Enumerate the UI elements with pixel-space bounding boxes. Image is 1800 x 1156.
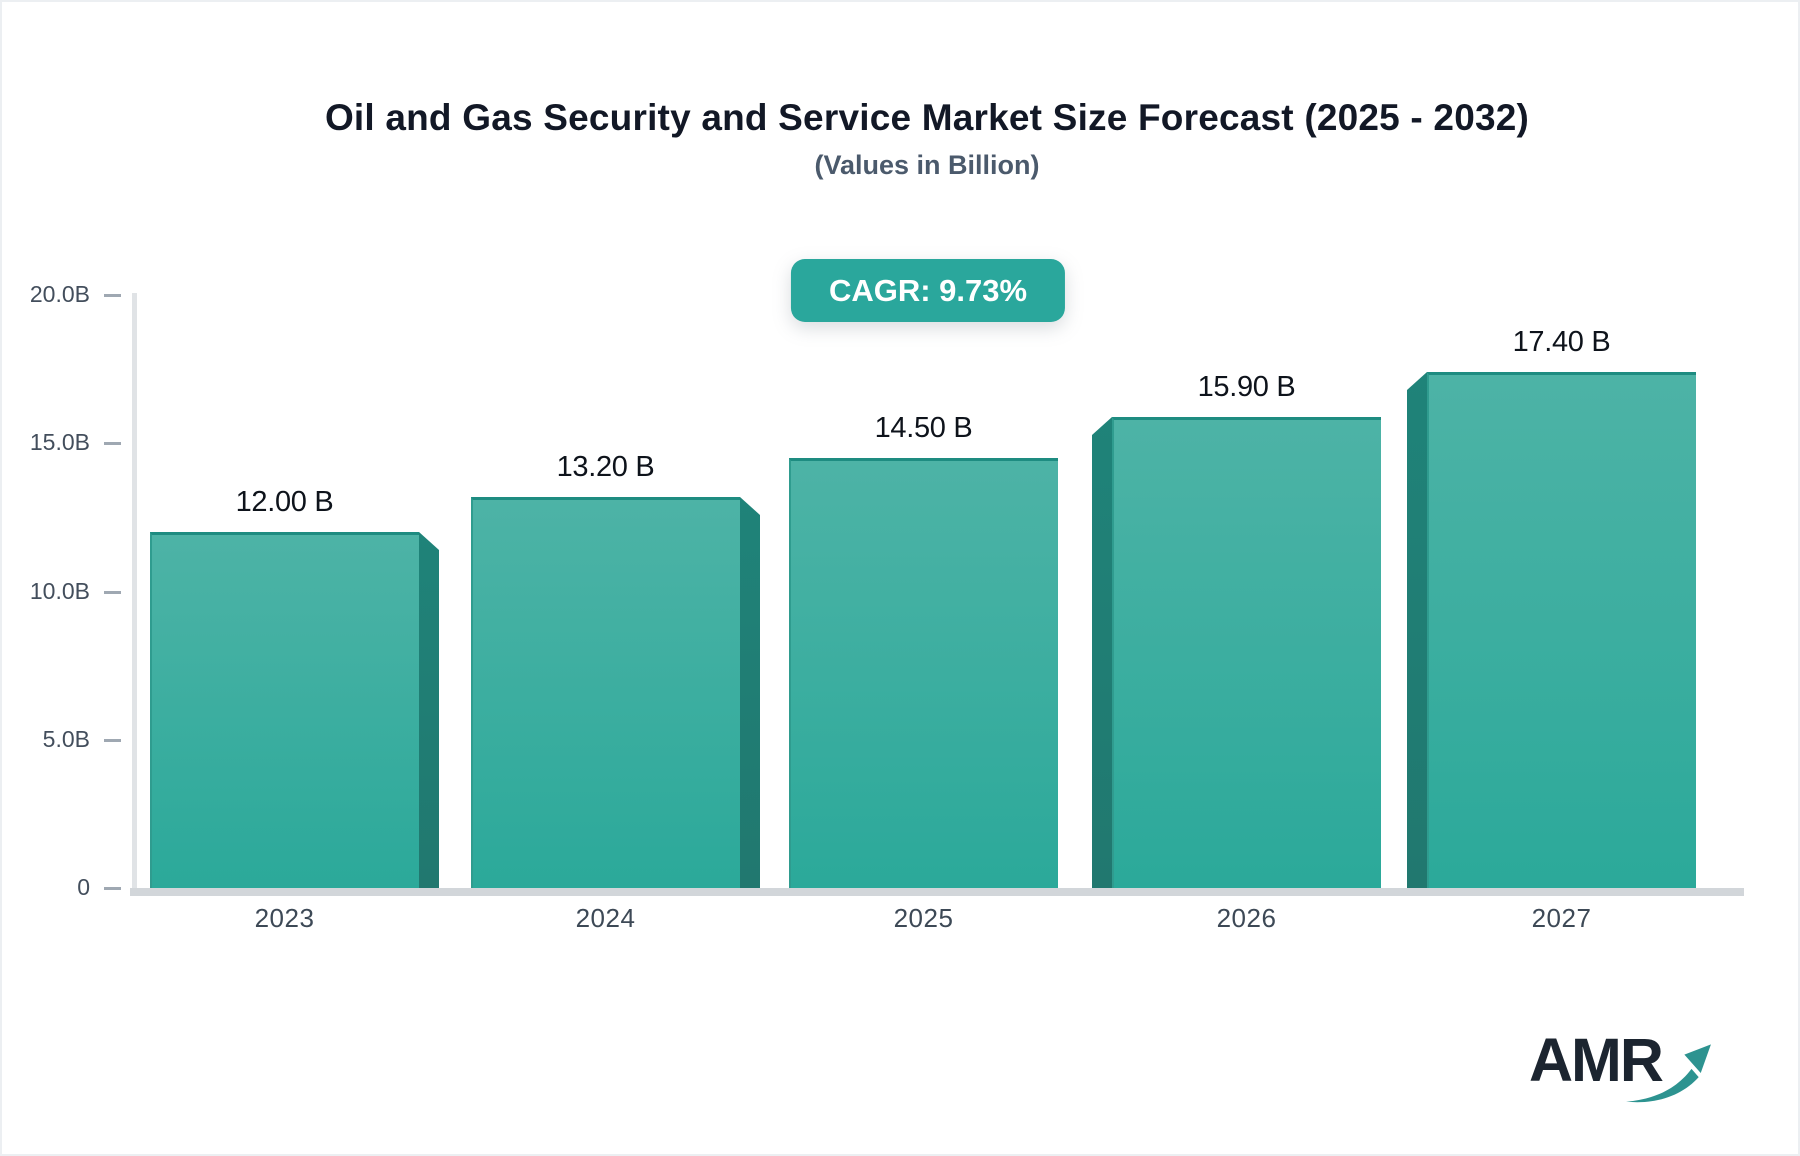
bar-2024 (471, 497, 740, 888)
y-tick-mark (104, 591, 121, 594)
y-axis-line (132, 293, 137, 890)
x-category-label: 2024 (575, 903, 636, 933)
x-category-label: 2023 (254, 903, 315, 933)
bar-value-label: 17.40 B (1512, 326, 1611, 358)
y-tick-label: 15.0B (29, 429, 90, 455)
y-tick-label: 20.0B (29, 281, 90, 307)
bar-value-label: 15.90 B (1197, 371, 1296, 403)
y-tick-mark (104, 294, 121, 297)
cagr-badge: CAGR: 9.73% (790, 259, 1066, 322)
bar-3d-side (1092, 417, 1112, 888)
bar-3d-side (1407, 372, 1427, 888)
amr-logo-text: AMR (1529, 1026, 1664, 1094)
y-tick-label: 0 (77, 874, 90, 900)
x-category-label: 2027 (1531, 903, 1592, 933)
y-tick-label: 5.0B (42, 726, 90, 752)
growth-arrow-icon (1626, 1044, 1711, 1103)
x-category-label: 2025 (893, 903, 954, 933)
bar-2026 (1112, 417, 1381, 888)
bar-value-label: 14.50 B (874, 412, 973, 444)
chart-title: Oil and Gas Security and Service Market … (324, 97, 1530, 138)
bar-3d-side (419, 532, 439, 888)
y-tick-mark (104, 442, 121, 445)
x-axis-line (130, 888, 1744, 896)
bar-2025 (789, 458, 1058, 888)
x-category-label: 2026 (1216, 903, 1277, 933)
amr-logo: AMR (1529, 1030, 1719, 1114)
bar-2027 (1427, 372, 1696, 888)
y-tick-mark (104, 887, 121, 890)
chart-subtitle: (Values in Billion) (814, 150, 1040, 180)
y-tick-label: 10.0B (29, 578, 90, 604)
bar-value-label: 12.00 B (235, 486, 334, 518)
y-tick-mark (104, 739, 121, 742)
bar-3d-side (740, 497, 760, 888)
bar-2023 (150, 532, 419, 888)
bar-value-label: 13.20 B (556, 451, 655, 483)
